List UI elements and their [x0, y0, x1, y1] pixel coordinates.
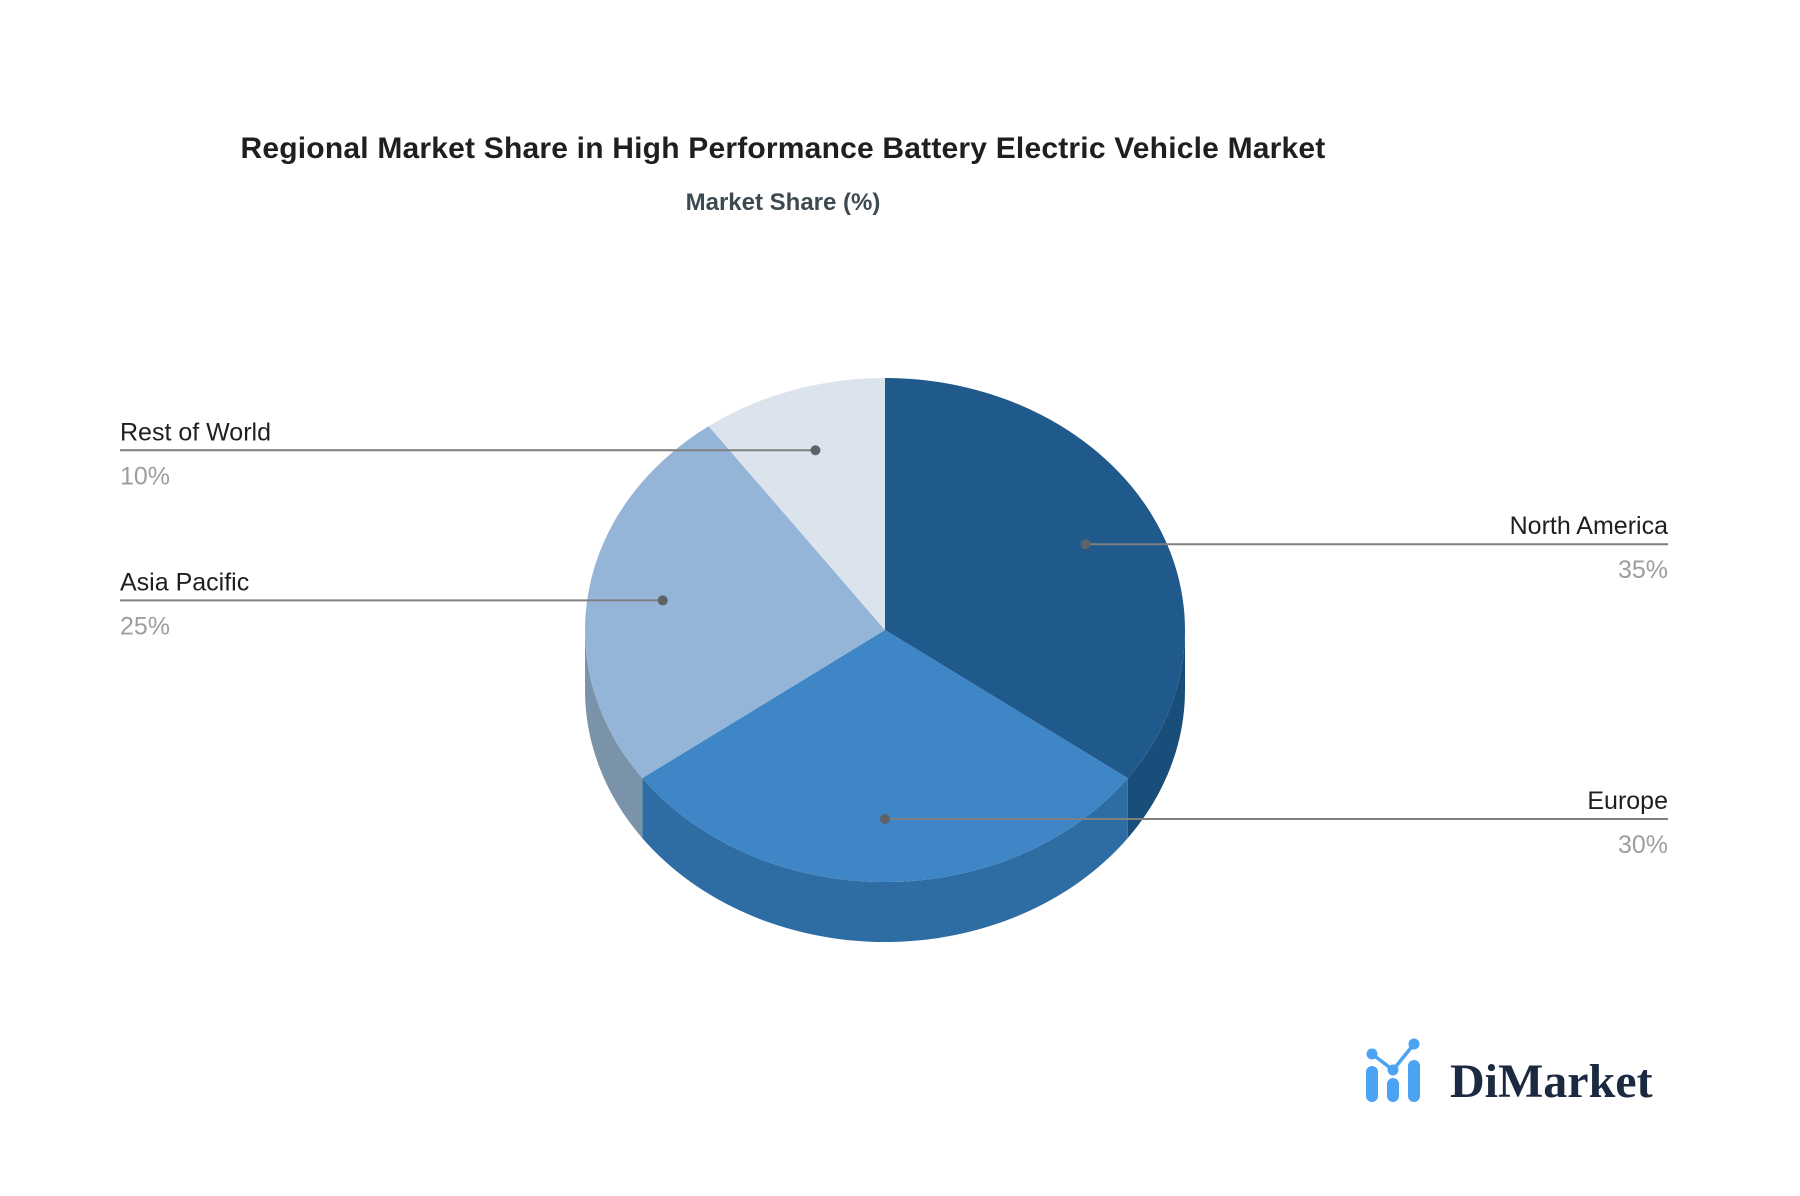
logo-text: DiMarket: [1450, 1055, 1653, 1108]
asia-pacific-percent: 25%: [120, 612, 170, 640]
asia-pacific-slice[interactable]: [585, 426, 885, 779]
rest-of-world-percent: 10%: [120, 462, 170, 490]
asia-pacific-leader-dot: [657, 595, 668, 606]
north-america-percent: 35%: [1618, 556, 1668, 584]
dimarket-logo-graphic: DiMarket: [1366, 1038, 1653, 1108]
europe-leader-dot: [880, 814, 890, 824]
rest-of-world-leader-dot: [810, 445, 821, 456]
north-america-slice-depth: [1127, 630, 1185, 839]
north-america-leader-dot: [1080, 539, 1091, 550]
rest-of-world-slice[interactable]: [708, 378, 885, 630]
north-america-label: North America: [1510, 512, 1668, 540]
chart-subtitle: Market Share (%): [685, 189, 881, 216]
europe-slice-depth: [642, 778, 1128, 943]
europe-percent: 30%: [1618, 831, 1668, 859]
bar-line-chart-icon: [1366, 1038, 1420, 1102]
europe-label: Europe: [1587, 787, 1668, 815]
north-america-slice[interactable]: [885, 378, 1185, 779]
asia-pacific-label: Asia Pacific: [120, 568, 249, 596]
rest-of-world-label: Rest of World: [120, 418, 271, 446]
chart-title: Regional Market Share in High Performanc…: [240, 132, 1326, 165]
asia-pacific-slice-depth: [585, 630, 643, 839]
